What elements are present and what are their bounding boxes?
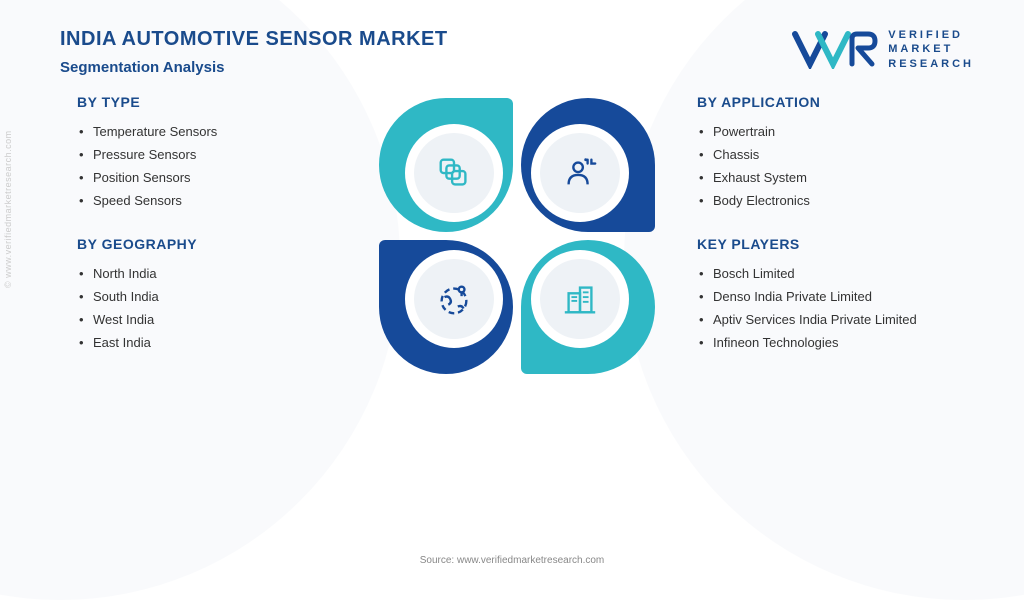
segment-title: BY TYPE <box>77 94 337 110</box>
right-column: BY APPLICATION Powertrain Chassis Exhaus… <box>697 94 957 378</box>
list-item: South India <box>77 285 337 308</box>
list-item: Exhaust System <box>697 166 957 189</box>
page-subtitle: Segmentation Analysis <box>60 59 448 76</box>
left-column: BY TYPE Temperature Sensors Pressure Sen… <box>77 94 337 378</box>
petal-top-right <box>521 98 655 232</box>
petal-ring <box>540 133 620 213</box>
list-item: North India <box>77 262 337 285</box>
segment-list-geography: North India South India West India East … <box>77 262 337 354</box>
logo-line3: RESEARCH <box>888 57 974 71</box>
petal-inner <box>405 250 503 348</box>
segment-list-type: Temperature Sensors Pressure Sensors Pos… <box>77 120 337 212</box>
title-block: INDIA AUTOMOTIVE SENSOR MARKET Segmentat… <box>60 28 448 76</box>
petal-inner <box>405 124 503 222</box>
brand-logo: VERIFIED MARKET RESEARCH <box>790 28 974 71</box>
segment-title: KEY PLAYERS <box>697 236 957 252</box>
segment-list-application: Powertrain Chassis Exhaust System Body E… <box>697 120 957 212</box>
content-row: BY TYPE Temperature Sensors Pressure Sen… <box>60 94 974 378</box>
segment-list-players: Bosch Limited Denso India Private Limite… <box>697 262 957 354</box>
petal-ring <box>414 133 494 213</box>
globe-icon <box>435 280 473 318</box>
header: INDIA AUTOMOTIVE SENSOR MARKET Segmentat… <box>60 28 974 76</box>
petal-inner <box>531 124 629 222</box>
page-title: INDIA AUTOMOTIVE SENSOR MARKET <box>60 28 448 51</box>
list-item: Position Sensors <box>77 166 337 189</box>
petal-ring <box>414 259 494 339</box>
segment-title: BY APPLICATION <box>697 94 957 110</box>
segment-geography: BY GEOGRAPHY North India South India Wes… <box>77 236 337 354</box>
segment-application: BY APPLICATION Powertrain Chassis Exhaus… <box>697 94 957 212</box>
list-item: Chassis <box>697 143 957 166</box>
list-item: Body Electronics <box>697 189 957 212</box>
segment-title: BY GEOGRAPHY <box>77 236 337 252</box>
logo-line2: MARKET <box>888 42 974 56</box>
building-icon <box>561 280 599 318</box>
logo-icon <box>790 29 880 69</box>
source-text: Source: www.verifiedmarketresearch.com <box>420 555 605 566</box>
petal-diagram <box>377 96 657 376</box>
list-item: Denso India Private Limited <box>697 285 957 308</box>
list-item: Aptiv Services India Private Limited <box>697 308 957 331</box>
segment-players: KEY PLAYERS Bosch Limited Denso India Pr… <box>697 236 957 354</box>
list-item: Temperature Sensors <box>77 120 337 143</box>
petal-top-left <box>379 98 513 232</box>
list-item: Bosch Limited <box>697 262 957 285</box>
list-item: East India <box>77 331 337 354</box>
list-item: Powertrain <box>697 120 957 143</box>
main-container: INDIA AUTOMOTIVE SENSOR MARKET Segmentat… <box>0 0 1024 576</box>
layers-icon <box>435 154 473 192</box>
list-item: Speed Sensors <box>77 189 337 212</box>
list-item: Pressure Sensors <box>77 143 337 166</box>
person-icon <box>561 154 599 192</box>
segment-type: BY TYPE Temperature Sensors Pressure Sen… <box>77 94 337 212</box>
petal-inner <box>531 250 629 348</box>
petal-bottom-left <box>379 240 513 374</box>
list-item: Infineon Technologies <box>697 331 957 354</box>
list-item: West India <box>77 308 337 331</box>
logo-line1: VERIFIED <box>888 28 974 42</box>
logo-text: VERIFIED MARKET RESEARCH <box>888 28 974 71</box>
petal-ring <box>540 259 620 339</box>
petal-bottom-right <box>521 240 655 374</box>
logo-mark <box>790 29 880 69</box>
